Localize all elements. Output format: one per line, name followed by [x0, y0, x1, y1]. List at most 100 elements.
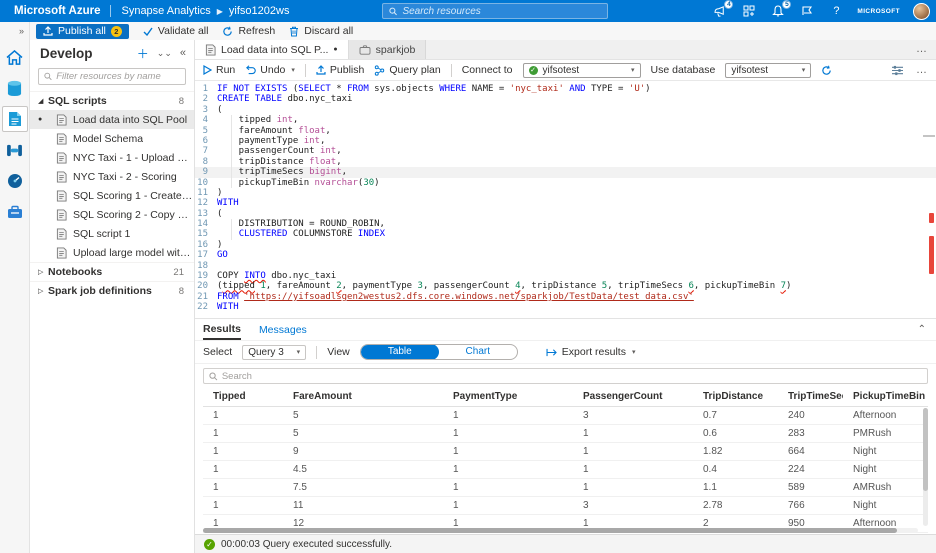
breadcrumb-workspace[interactable]: yifso1202ws [228, 5, 290, 17]
table-row[interactable]: 1 9 1 1 1.82 664 Night [203, 443, 928, 461]
account-tenant-label[interactable]: MICROSOFT [857, 7, 900, 15]
scrollbar-indicator[interactable] [923, 135, 935, 137]
feedback-icon[interactable] [799, 3, 815, 19]
code-line[interactable]: 9 tripTimeSecs bigint, [195, 167, 936, 178]
code-line[interactable]: 21 FROM 'https://yifsoadlsgen2westus2.dfs… [195, 292, 936, 302]
sql-script-item[interactable]: NYC Taxi - 2 - Scoring [30, 167, 194, 186]
export-results-button[interactable]: Export results ▾ [546, 346, 635, 358]
query-plan-button[interactable]: Query plan [374, 64, 441, 76]
shortcuts-icon[interactable] [741, 3, 757, 19]
results-search-input[interactable] [221, 370, 922, 382]
column-header[interactable]: FareAmount [293, 391, 352, 402]
section-spark-job-definitions[interactable]: ▷ Spark job definitions 8 [30, 281, 194, 300]
code-line[interactable]: 4 tipped int, [195, 115, 936, 125]
results-horizontal-scrollbar[interactable] [203, 528, 918, 533]
results-vertical-scrollbar[interactable] [923, 408, 928, 526]
code-line[interactable]: 20 (tipped 1, fareAmount 2, paymentType 3… [195, 281, 936, 291]
tab-sparkjob[interactable]: sparkjob [348, 40, 427, 59]
nav-develop[interactable] [1, 106, 28, 132]
code-line[interactable]: 22 WITH [195, 302, 936, 312]
column-header[interactable]: TripTimeSecs [788, 391, 843, 402]
announcements-icon[interactable]: 4 [712, 0, 734, 19]
column-header[interactable]: PassengerCount [583, 391, 663, 402]
code-line[interactable]: 16) [195, 240, 936, 250]
sql-script-item[interactable]: SQL Scoring 1 - Create model table [30, 186, 194, 205]
section-notebooks[interactable]: ▷ Notebooks 21 [30, 262, 194, 281]
tab-results[interactable]: Results [203, 319, 241, 340]
code-line[interactable]: 15 CLUSTERED COLUMNSTORE INDEX [195, 229, 936, 239]
column-header[interactable]: PaymentType [453, 391, 518, 402]
breadcrumb-app[interactable]: Synapse Analytics [121, 5, 211, 17]
tab-messages[interactable]: Messages [258, 323, 307, 336]
section-sql-scripts[interactable]: ◢ SQL scripts 8 [30, 91, 194, 110]
use-database-dropdown[interactable]: yifsotest ▾ [725, 62, 812, 78]
column-header[interactable]: Tipped [213, 391, 246, 402]
global-search-box[interactable] [382, 3, 608, 19]
column-header[interactable]: PickupTimeBin [853, 391, 926, 402]
discard-all-button[interactable]: Discard all [289, 25, 353, 37]
publish-button[interactable]: Publish [316, 64, 364, 76]
sql-script-item[interactable]: SQL script 1 [30, 224, 194, 243]
code-line[interactable]: 7 passengerCount int, [195, 146, 936, 156]
expand-rail-icon[interactable]: » [18, 26, 24, 36]
properties-sliders-icon[interactable] [891, 65, 904, 76]
connect-to-dropdown[interactable]: ✓ yifsotest ▾ [522, 62, 641, 78]
table-row[interactable]: 1 7.5 1 1 1.1 589 AMRush [203, 479, 928, 497]
notifications-bell-icon[interactable]: 5 [770, 0, 792, 19]
code-line[interactable]: 14 DISTRIBUTION = ROUND_ROBIN, [195, 219, 936, 229]
code-line[interactable]: 1 IF NOT EXISTS (SELECT * FROM sys.object… [195, 84, 936, 94]
sql-script-item[interactable]: Model Schema [30, 129, 194, 148]
code-line[interactable]: 17 GO [195, 250, 936, 260]
view-table-option[interactable]: Table [360, 345, 439, 359]
sql-code-editor[interactable]: 1 IF NOT EXISTS (SELECT * FROM sys.object… [195, 81, 936, 318]
undo-dropdown-chevron[interactable]: ▾ [291, 67, 295, 74]
tab-load-data-into-sql-pool[interactable]: Load data into SQL P... ● [195, 40, 349, 59]
help-icon[interactable]: ? [833, 5, 840, 17]
validate-all-button[interactable]: Validate all [143, 25, 208, 37]
code-line[interactable]: 13 ( [195, 209, 936, 219]
table-row[interactable]: 1 5 1 1 0.6 283 PMRush [203, 425, 928, 443]
code-line[interactable]: 18 [195, 261, 936, 271]
sql-script-item[interactable]: Upload large model with COPY INTO [30, 243, 194, 262]
code-line[interactable]: 10 pickupTimeBin nvarchar(30) [195, 178, 936, 188]
code-line[interactable]: 5 fareAmount float, [195, 126, 936, 136]
nav-manage[interactable] [2, 199, 28, 225]
nav-monitor[interactable] [2, 168, 28, 194]
user-avatar[interactable] [913, 2, 930, 20]
view-chart-option[interactable]: Chart [465, 346, 490, 357]
filter-resources-box[interactable] [38, 68, 186, 85]
table-row[interactable]: 1 11 1 3 2.78 766 Night [203, 497, 928, 515]
nav-data[interactable] [2, 75, 28, 101]
refresh-button[interactable]: Refresh [222, 25, 275, 37]
add-resource-button[interactable]: ＋ [136, 46, 149, 61]
search-input[interactable] [402, 5, 601, 17]
sql-script-item[interactable]: ● Load data into SQL Pool [30, 110, 194, 129]
publish-all-button[interactable]: Publish all 2 [36, 23, 129, 39]
query-select-dropdown[interactable]: Query 3 ▾ [242, 344, 307, 360]
table-row[interactable]: 1 4.5 1 1 0.4 224 Night [203, 461, 928, 479]
collapse-panel-icon[interactable]: « [179, 47, 186, 59]
nav-home[interactable] [2, 44, 28, 70]
tab-overflow-ellipsis[interactable]: … [916, 43, 928, 55]
refresh-database-button[interactable] [821, 65, 832, 76]
code-line[interactable]: 2 CREATE TABLE dbo.nyc_taxi [195, 94, 936, 104]
code-line[interactable]: 12 WITH [195, 198, 936, 208]
collapse-results-chevron-icon[interactable]: ⌃ [917, 324, 926, 335]
sql-script-item[interactable]: NYC Taxi - 1 - Upload model [30, 148, 194, 167]
undo-button[interactable]: Undo ▾ [245, 64, 295, 76]
results-search-box[interactable] [203, 368, 928, 384]
column-header[interactable]: TripDistance [703, 391, 764, 402]
filter-resources-input[interactable] [56, 71, 180, 82]
code-line[interactable]: 19 COPY INTO dbo.nyc_taxi [195, 271, 936, 281]
code-line[interactable]: 11) [195, 188, 936, 198]
code-line[interactable]: 6 paymentType int, [195, 136, 936, 146]
collapse-all-icon[interactable]: ⌄⌄ [156, 47, 172, 58]
nav-integrate[interactable] [2, 137, 28, 163]
code-line[interactable]: 8 tripDistance float, [195, 157, 936, 167]
code-line[interactable]: 3( [195, 105, 936, 115]
toolbar-more-ellipsis[interactable]: … [916, 64, 928, 76]
microsoft-azure-logo[interactable]: Microsoft Azure [14, 5, 101, 17]
run-button[interactable]: Run [203, 64, 235, 76]
sql-script-item[interactable]: SQL Scoring 2 - Copy model into mo... [30, 205, 194, 224]
table-row[interactable]: 1 5 1 3 0.7 240 Afternoon [203, 407, 928, 425]
